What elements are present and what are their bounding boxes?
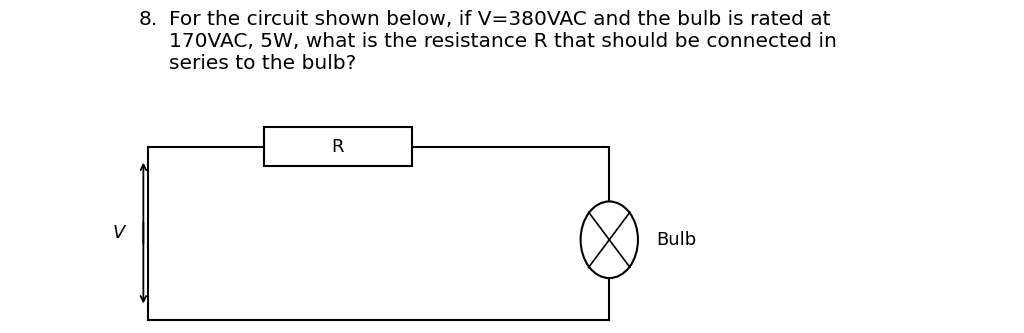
Text: V: V xyxy=(113,224,125,242)
Text: R: R xyxy=(332,138,344,156)
Ellipse shape xyxy=(581,201,638,278)
Text: Bulb: Bulb xyxy=(656,231,696,249)
Bar xyxy=(264,128,412,166)
Text: For the circuit shown below, if V=380VAC and the bulb is rated at
170VAC, 5W, wh: For the circuit shown below, if V=380VAC… xyxy=(169,10,837,73)
Text: 8.: 8. xyxy=(138,10,158,29)
